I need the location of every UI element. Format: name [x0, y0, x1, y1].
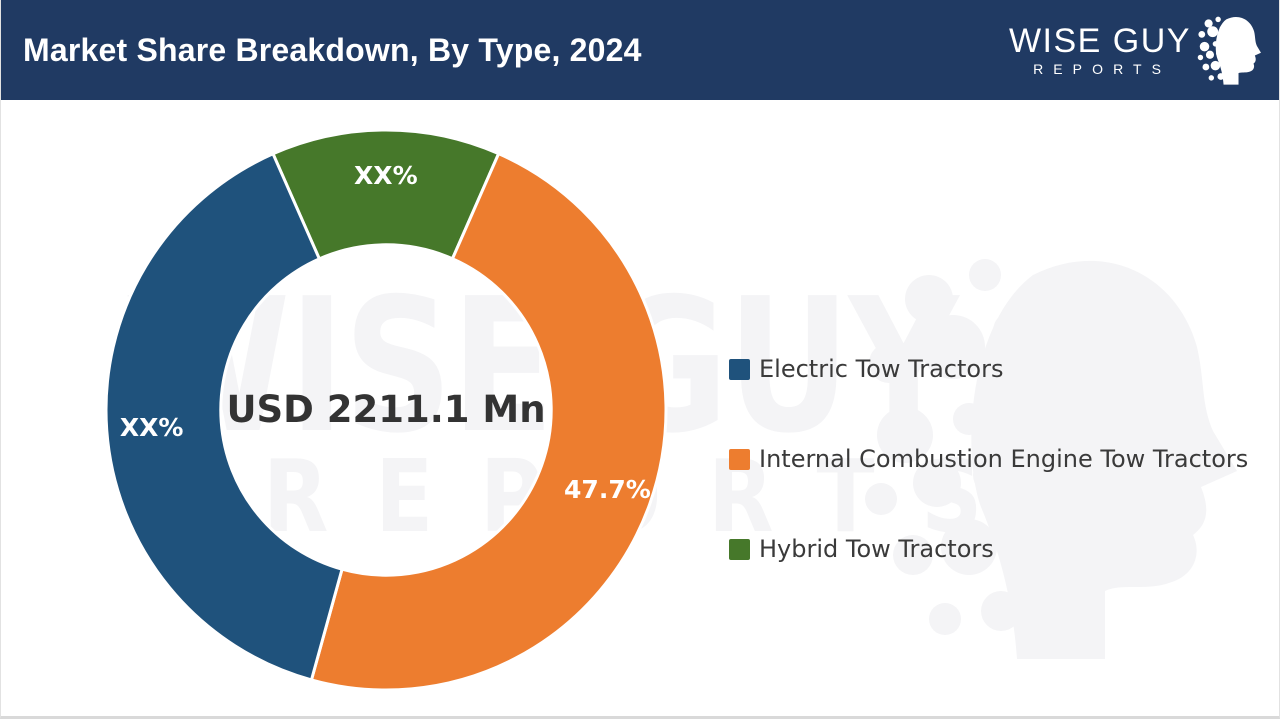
pie-slices: [104, 128, 668, 692]
chart-center-value: USD 2211.1 Mn: [226, 388, 545, 431]
logo-subtext: REPORTS: [1033, 61, 1172, 77]
wise-guy-logo: WISE GUY REPORTS: [1009, 11, 1263, 89]
logo-text-block: WISE GUY REPORTS: [1009, 24, 1191, 76]
legend-swatch: [729, 448, 750, 470]
chart-area: WISE GUY REPORTS XX%47.7%XX% USD 2211.1 …: [1, 100, 1279, 713]
pie-slice-electric-tow-tractors[interactable]: [104, 152, 344, 682]
legend-item-electric-tow-tractors[interactable]: Electric Tow Tractors: [729, 354, 1248, 384]
slice-value-label-electric-tow-tractors: XX%: [120, 413, 184, 442]
chart-legend: Electric Tow Tractors Internal Combustio…: [729, 354, 1248, 564]
pie-slice-internal-combustion-engine-tow-tractors[interactable]: [309, 152, 668, 692]
legend-label: Hybrid Tow Tractors: [759, 535, 994, 563]
legend-swatch: [729, 358, 750, 380]
header: Market Share Breakdown, By Type, 2024 WI…: [1, 0, 1279, 100]
slice-labels: XX% 47.7% XX%: [120, 161, 651, 504]
legend-item-internal-combustion-engine-tow-tractors[interactable]: Internal Combustion Engine Tow Tractors: [729, 444, 1248, 474]
page-title: Market Share Breakdown, By Type, 2024: [23, 31, 642, 68]
slice-value-label-internal-combustion-engine-tow-tractors: 47.7%: [564, 475, 651, 504]
legend-label: Electric Tow Tractors: [759, 355, 1004, 383]
legend-item-hybrid-tow-tractors[interactable]: Hybrid Tow Tractors: [729, 534, 1248, 564]
logo-wordmark: WISE GUY: [1008, 22, 1191, 60]
legend-swatch: [729, 538, 750, 560]
slice-value-label-hybrid-tow-tractors: XX%: [354, 161, 418, 190]
watermark-face-icon: [865, 259, 1237, 659]
legend-label: Internal Combustion Engine Tow Tractors: [759, 445, 1249, 473]
donut-chart: XX% 47.7% XX% USD 2211.1 Mn: [104, 128, 668, 692]
logo-face-icon: [1197, 16, 1261, 85]
